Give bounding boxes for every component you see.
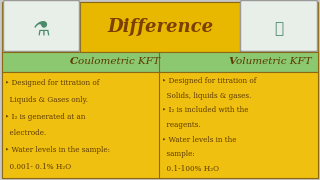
Text: ‣ Water levels in the sample:: ‣ Water levels in the sample: — [5, 146, 110, 154]
Text: 🖥: 🖥 — [275, 21, 284, 37]
Bar — [80, 2, 240, 52]
Text: 0.1-100% H₂O: 0.1-100% H₂O — [162, 165, 219, 173]
Bar — [2, 52, 318, 72]
Text: sample:: sample: — [162, 150, 195, 158]
FancyBboxPatch shape — [4, 1, 79, 51]
Text: ⚗: ⚗ — [33, 19, 50, 39]
Text: Difference: Difference — [107, 18, 213, 36]
Text: ‣ Designed for titration of: ‣ Designed for titration of — [5, 79, 100, 87]
Text: C: C — [70, 57, 78, 66]
Text: ‣ I₂ is generated at an: ‣ I₂ is generated at an — [5, 112, 85, 121]
Bar — [2, 72, 318, 178]
Text: Solids, liquids & gases.: Solids, liquids & gases. — [162, 92, 251, 100]
Text: ‣ Designed for titration of: ‣ Designed for titration of — [162, 77, 256, 86]
Text: electrode.: electrode. — [5, 129, 46, 137]
Text: Liquids & Gases only.: Liquids & Gases only. — [5, 96, 88, 104]
Text: olumetric KFT: olumetric KFT — [236, 57, 312, 66]
Text: ‣ I₂ is included with the: ‣ I₂ is included with the — [162, 107, 249, 114]
Text: oulometric KFT: oulometric KFT — [78, 57, 160, 66]
Text: V: V — [228, 57, 236, 66]
Text: 0.001- 0.1% H₂O: 0.001- 0.1% H₂O — [5, 163, 71, 171]
Text: ‣ Water levels in the: ‣ Water levels in the — [162, 136, 236, 143]
FancyBboxPatch shape — [241, 1, 317, 51]
Text: reagents.: reagents. — [162, 121, 201, 129]
